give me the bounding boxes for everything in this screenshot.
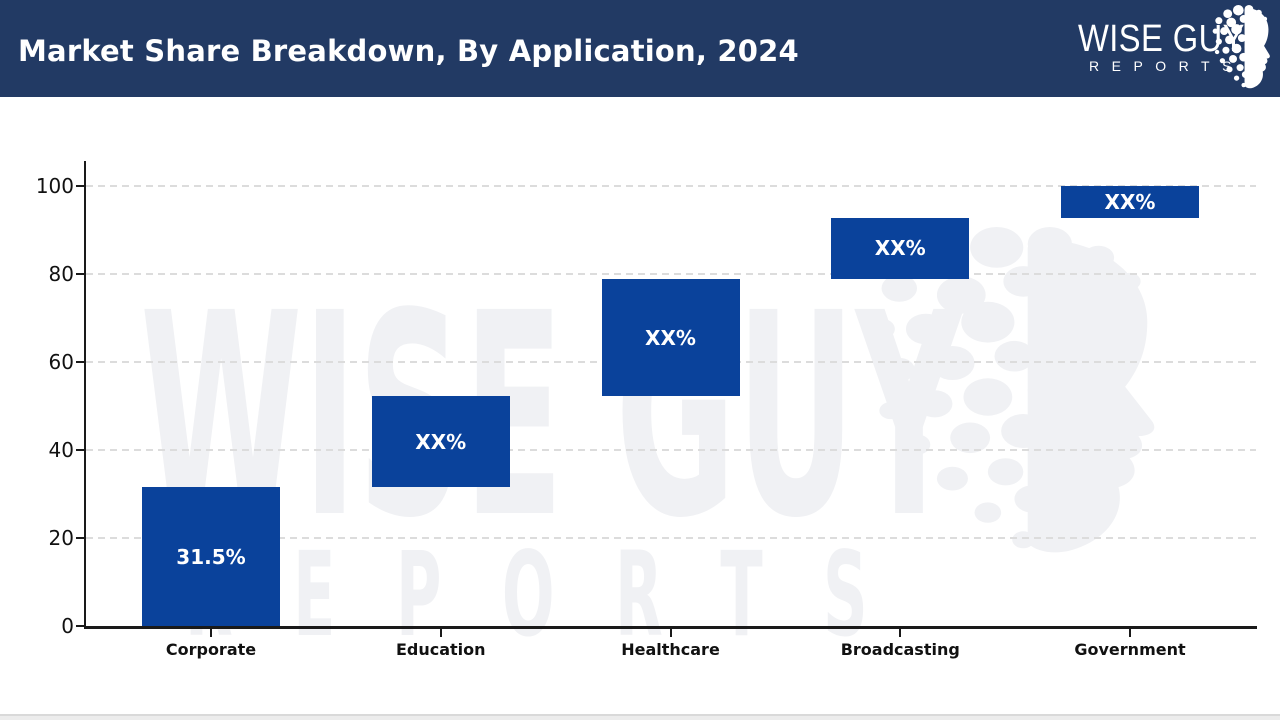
bar-value-label: XX%: [645, 325, 696, 350]
bar-value-label: 31.5%: [176, 544, 246, 569]
y-axis-tick-label: 60: [48, 350, 74, 374]
x-axis-tick: [669, 629, 672, 637]
chart-area: WISE GUY REPORTS 0 20 40 60 80 100 31.5% Corpor…: [0, 97, 1280, 720]
x-axis-label-broadcasting: Broadcasting: [840, 640, 960, 659]
logo-subtext: REPORTS: [1089, 58, 1244, 74]
logo-face-icon: [1212, 5, 1270, 89]
bar-corporate: 31.5%: [142, 487, 280, 626]
x-axis-label-government: Government: [1074, 640, 1186, 659]
bar-value-label: XX%: [874, 236, 926, 261]
y-axis-tick-label: 40: [48, 438, 74, 462]
gridline-100: [86, 185, 1256, 187]
bottom-divider: [0, 714, 1280, 716]
x-axis-label-healthcare: Healthcare: [621, 640, 720, 659]
y-axis-tick-label: 100: [35, 174, 74, 198]
y-axis-tick-label: 0: [61, 614, 74, 638]
gridline-20: [86, 537, 1256, 539]
gridline-40: [86, 449, 1256, 451]
x-axis-tick: [439, 629, 442, 637]
x-axis-label-education: Education: [395, 640, 486, 659]
bar-value-label: XX%: [415, 429, 467, 454]
bar-healthcare: XX%: [601, 279, 740, 396]
y-axis-tick: [76, 361, 84, 363]
header-bar: Market Share Breakdown, By Application, …: [0, 0, 1280, 97]
gridline-80: [86, 273, 1256, 275]
bar-value-label: XX%: [1104, 189, 1156, 214]
y-axis-tick-label: 80: [48, 262, 74, 286]
x-axis-tick: [899, 629, 902, 637]
x-axis-line: [84, 626, 1257, 629]
bar-broadcasting: XX%: [831, 217, 970, 280]
x-axis-tick: [1129, 629, 1131, 637]
y-axis-tick: [76, 273, 84, 275]
y-axis-tick: [76, 449, 84, 451]
y-axis-tick-label: 20: [48, 526, 74, 550]
y-axis-tick: [76, 185, 84, 187]
x-axis-label-corporate: Corporate: [165, 640, 257, 659]
page-title: Market Share Breakdown, By Application, …: [18, 34, 799, 68]
brand-logo: WISE GUY REPORTS: [1030, 0, 1280, 97]
bar-government: XX%: [1061, 186, 1199, 218]
y-axis-line: [84, 161, 86, 629]
watermark-subtext: REPORTS: [185, 526, 929, 663]
x-axis-tick: [210, 629, 212, 637]
bar-education: XX%: [371, 395, 510, 488]
y-axis-tick: [76, 537, 84, 539]
y-axis-tick: [76, 625, 84, 627]
